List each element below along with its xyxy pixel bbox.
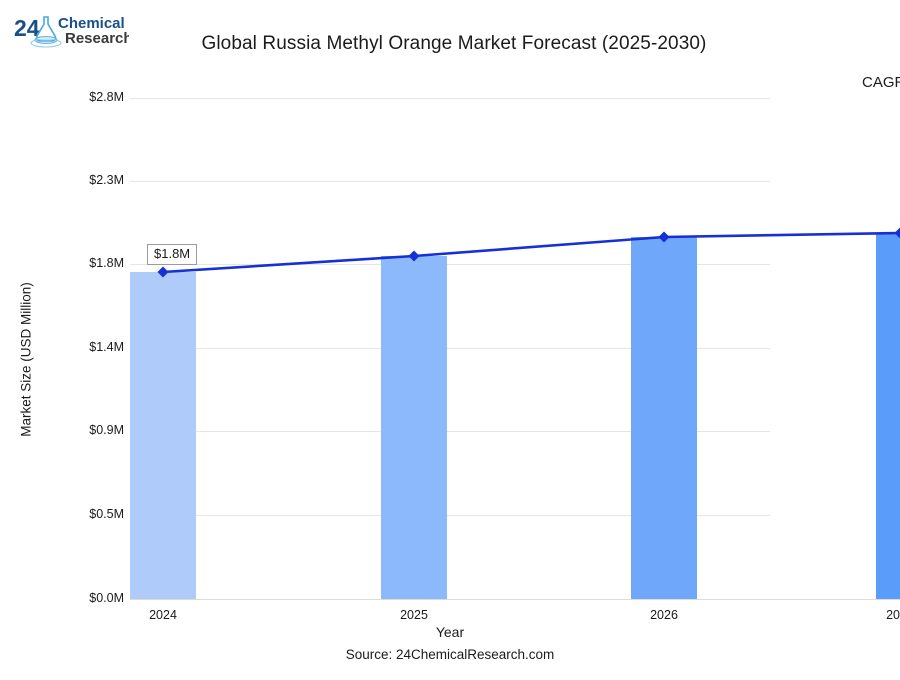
cagr-label: CAGR [862, 74, 900, 91]
y-axis-tick-label: $1.4M [89, 340, 124, 354]
gridline [130, 599, 900, 600]
brand-logo[interactable]: 24 Chemical Research [14, 10, 129, 52]
data-label-callout: $1.8M [147, 244, 198, 266]
data-point-marker-2027[interactable] [894, 227, 900, 239]
gridline [130, 348, 770, 349]
bar-2024[interactable] [130, 272, 196, 599]
bar-2025[interactable] [381, 256, 447, 599]
logo-number-text: 24 [14, 15, 40, 41]
data-point-marker-2024[interactable] [157, 266, 169, 278]
y-axis-tick-label: $0.5M [89, 507, 124, 521]
logo-line2-text: Research [65, 30, 129, 47]
source-note: Source: 24ChemicalResearch.com [345, 647, 555, 662]
flask-icon [35, 16, 57, 42]
y-axis-tick-label: $0.0M [89, 591, 124, 605]
y-axis-tick-label: $0.9M [89, 423, 124, 437]
y-axis-tick-label: $2.3M [89, 173, 124, 187]
y-axis-tick-label: $2.8M [89, 90, 124, 104]
gridline [130, 264, 770, 265]
gridline [130, 431, 770, 432]
x-axis-tick-label: 2026 [650, 608, 678, 622]
data-point-marker-2025[interactable] [408, 250, 420, 262]
logo-icon: 24 Chemical Research [14, 15, 129, 48]
x-axis-tick-label: 2027 [886, 608, 900, 622]
y-axis-tick-label: $1.8M [89, 256, 124, 270]
trend-line [162, 231, 900, 274]
gridline [130, 98, 770, 99]
bar-2026[interactable] [631, 237, 697, 599]
chart-title: Global Russia Methyl Orange Market Forec… [201, 33, 707, 54]
x-axis-title: Year [435, 624, 465, 640]
gridline [130, 181, 770, 182]
x-axis-tick-label: 2025 [400, 608, 428, 622]
gridline [130, 515, 770, 516]
x-axis-tick-label: 2024 [149, 608, 177, 622]
logo-line1-text: Chemical [58, 15, 125, 32]
data-point-marker-2026[interactable] [658, 231, 670, 243]
bar-2027[interactable] [876, 233, 900, 599]
